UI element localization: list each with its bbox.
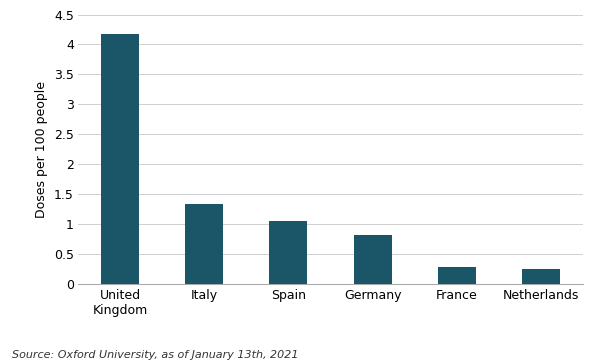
Bar <box>101 34 139 284</box>
Bar <box>354 235 392 284</box>
Y-axis label: Doses per 100 people: Doses per 100 people <box>35 81 49 218</box>
Bar <box>269 221 307 284</box>
Bar <box>185 204 223 284</box>
Bar <box>522 269 560 284</box>
Bar <box>438 266 476 284</box>
Text: Source: Oxford University, as of January 13th, 2021: Source: Oxford University, as of January… <box>12 351 299 360</box>
